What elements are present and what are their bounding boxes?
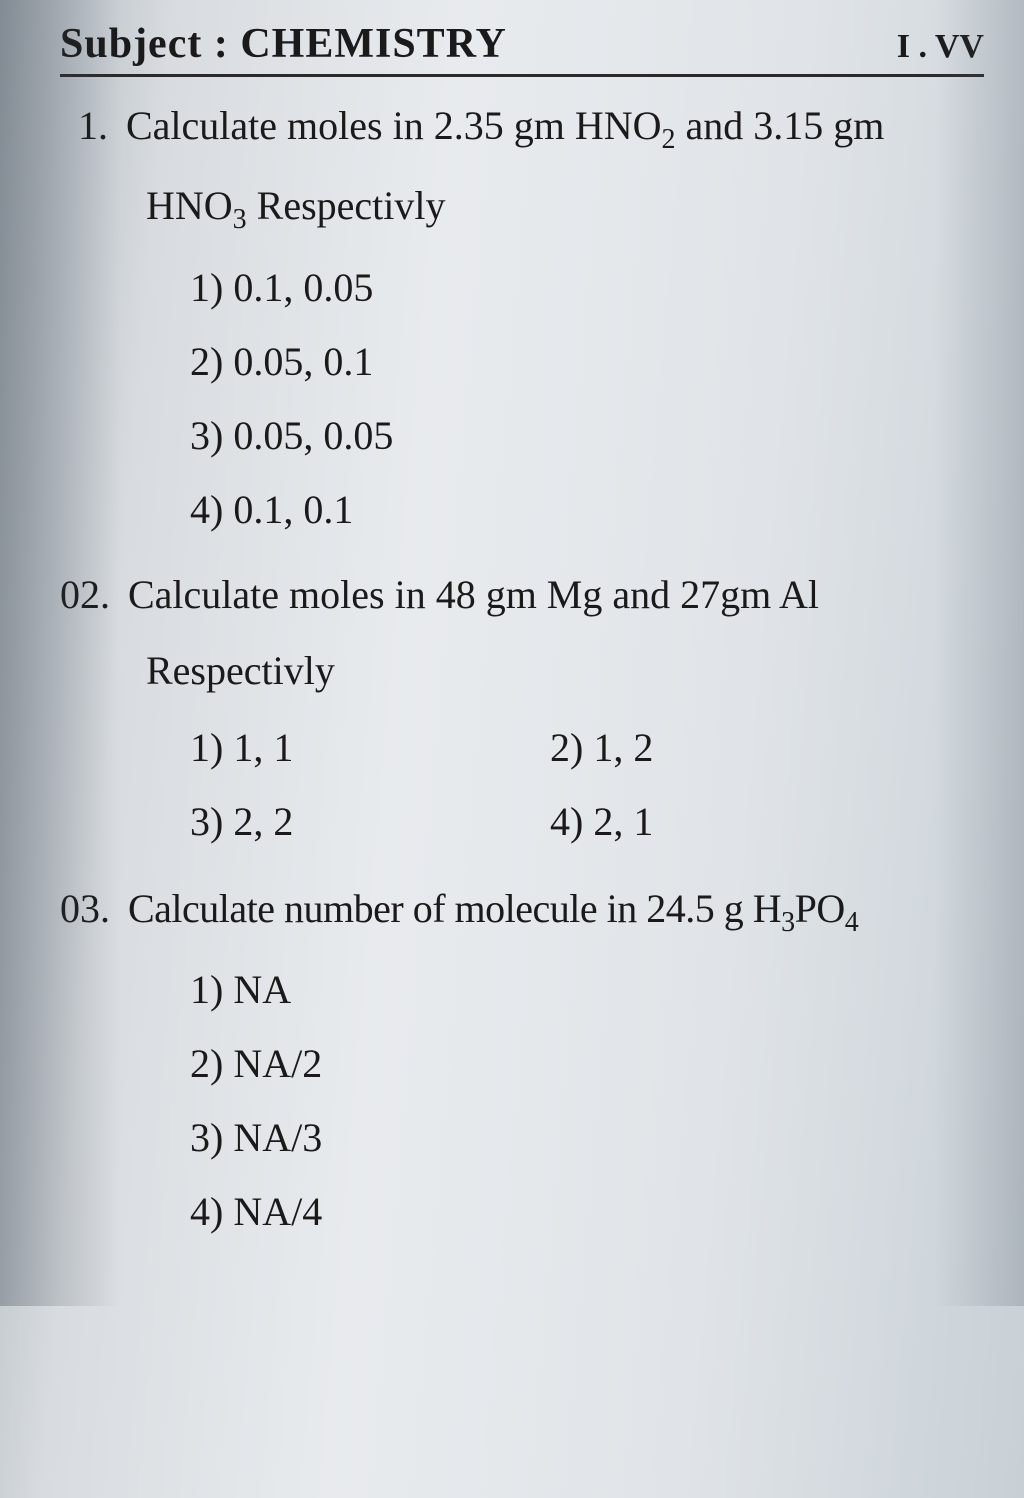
question-1-text: Calculate moles in 2.35 gm HNO2 and 3.15… [126, 95, 884, 161]
question-2-options: 1) 1, 1 2) 1, 2 3) 2, 2 4) 2, 1 [190, 728, 984, 842]
question-2-text: Calculate moles in 48 gm Mg and 27gm Al [128, 564, 819, 626]
header-right-text: I . VV [897, 28, 984, 66]
question-3-text: Calculate number of molecule in 24.5 g H… [128, 878, 858, 944]
question-1-number: 1. [60, 102, 108, 149]
subject-label: Subject : [60, 21, 240, 67]
q2-option-4: 4) 2, 1 [550, 802, 910, 842]
q2-option-3: 3) 2, 2 [190, 802, 550, 842]
subject-block: Subject : CHEMISTRY [60, 20, 507, 68]
q1-hno2-sub: 2 [661, 124, 675, 155]
question-3: 03. Calculate number of molecule in 24.5… [60, 878, 984, 1232]
header-row: Subject : CHEMISTRY I . VV [60, 20, 984, 77]
page-container: Subject : CHEMISTRY I . VV 1. Calculate … [0, 0, 1024, 1306]
q3-option-4: 4) NA/4 [190, 1192, 984, 1232]
q2-option-2: 2) 1, 2 [550, 728, 910, 768]
q3-option-1: 1) NA [190, 970, 984, 1010]
q1-text-pre: Calculate moles in 2.35 gm [126, 103, 575, 148]
question-2-row: 02. Calculate moles in 48 gm Mg and 27gm… [60, 564, 984, 626]
q3-po-sub: 4 [845, 907, 859, 938]
question-2: 02. Calculate moles in 48 gm Mg and 27gm… [60, 564, 984, 842]
question-1-row: 1. Calculate moles in 2.35 gm HNO2 and 3… [60, 95, 984, 161]
q3-h: H [753, 886, 781, 931]
q1-option-2: 2) 0.05, 0.1 [190, 342, 984, 382]
q3-h-sub: 3 [781, 907, 795, 938]
q1-hno2: HNO [575, 103, 662, 148]
question-2-line2: Respectivly [146, 640, 984, 702]
q1-text-post: and 3.15 gm [675, 103, 884, 148]
q2-option-1: 1) 1, 1 [190, 728, 550, 768]
q3-po: PO [795, 886, 845, 931]
question-3-number: 03. [60, 885, 110, 932]
q3-option-3: 3) NA/3 [190, 1118, 984, 1158]
q1-option-1: 1) 0.1, 0.05 [190, 268, 984, 308]
subject-value: CHEMISTRY [240, 21, 507, 67]
question-1-options: 1) 0.1, 0.05 2) 0.05, 0.1 3) 0.05, 0.05 … [190, 268, 984, 530]
q1-line2-post: Respectivly [247, 183, 446, 228]
question-3-options: 1) NA 2) NA/2 3) NA/3 4) NA/4 [190, 970, 984, 1232]
q1-hno3-sub: 3 [233, 204, 247, 235]
q3-text-pre: Calculate number of molecule in 24.5 g [128, 886, 753, 931]
question-2-number: 02. [60, 571, 110, 618]
question-3-row: 03. Calculate number of molecule in 24.5… [60, 878, 984, 944]
question-1: 1. Calculate moles in 2.35 gm HNO2 and 3… [60, 95, 984, 530]
q1-hno3: HNO [146, 183, 233, 228]
q3-option-2: 2) NA/2 [190, 1044, 984, 1084]
question-1-line2: HNO3 Respectivly [146, 175, 984, 241]
q1-option-3: 3) 0.05, 0.05 [190, 416, 984, 456]
q1-option-4: 4) 0.1, 0.1 [190, 490, 984, 530]
